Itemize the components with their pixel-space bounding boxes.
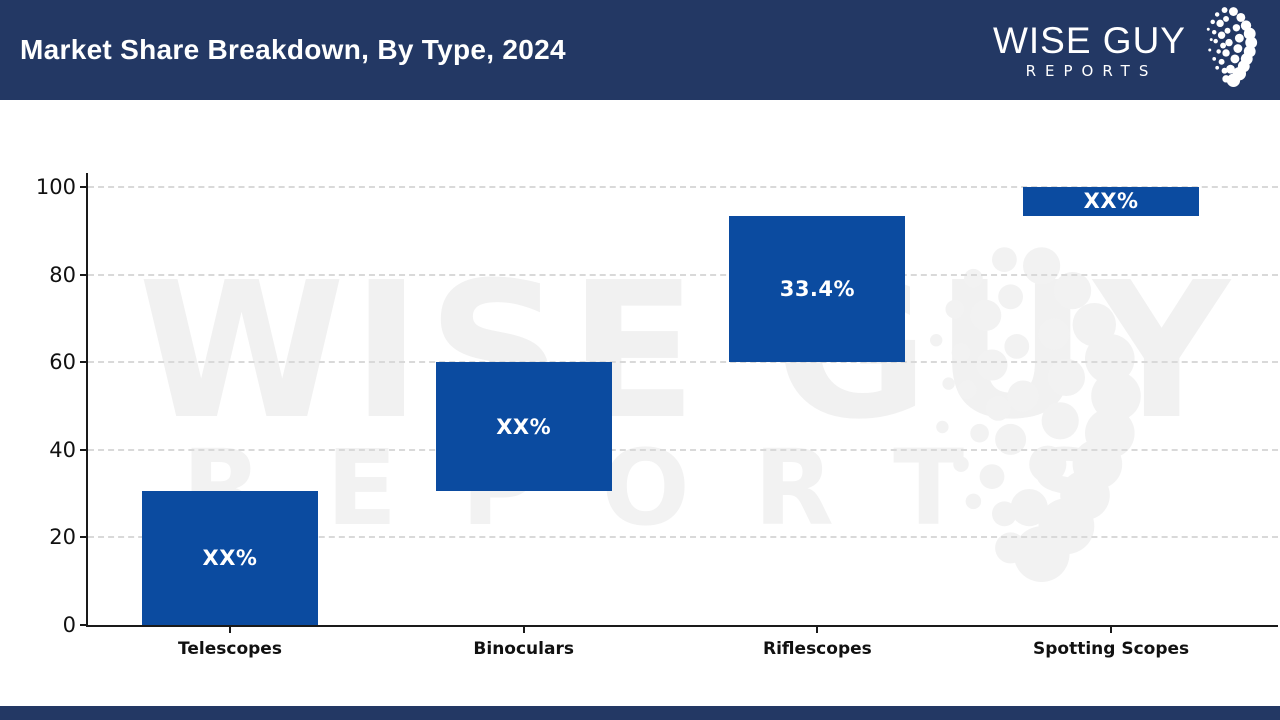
bar-value-label: XX% bbox=[1083, 189, 1139, 214]
y-tick-label: 20 bbox=[49, 525, 76, 550]
y-tick-label: 0 bbox=[62, 613, 76, 637]
gridline-40 bbox=[88, 448, 1278, 451]
y-tick-100 bbox=[80, 186, 88, 188]
y-tick-label: 40 bbox=[49, 437, 76, 462]
x-tick-1 bbox=[522, 625, 525, 633]
bar-telescopes: XX% bbox=[142, 490, 318, 625]
x-tick-3 bbox=[1110, 625, 1113, 633]
bar-spotting-scopes: XX% bbox=[1023, 187, 1200, 216]
y-tick-label: 80 bbox=[49, 262, 76, 287]
header-bar: Market Share Breakdown, By Type, 2024 WI… bbox=[0, 0, 1280, 100]
bar-value-label: XX% bbox=[202, 545, 258, 570]
brand-logo: WISE GUY REPORTS bbox=[993, 0, 1266, 100]
brand-subtitle: REPORTS bbox=[1025, 61, 1158, 80]
x-tick-2 bbox=[816, 625, 819, 633]
gridline-100 bbox=[88, 186, 1278, 188]
x-category-label: Riflescopes bbox=[763, 639, 872, 659]
bar-value-label: 33.4% bbox=[779, 277, 856, 302]
y-tick-80 bbox=[80, 273, 88, 276]
footer-bar bbox=[0, 706, 1280, 720]
x-category-label: Spotting Scopes bbox=[1033, 639, 1190, 659]
bar-binoculars: XX% bbox=[435, 362, 612, 491]
y-tick-label: 60 bbox=[49, 350, 76, 375]
x-tick-0 bbox=[229, 625, 231, 633]
gridline-80 bbox=[88, 273, 1278, 276]
x-axis-line bbox=[86, 625, 1278, 627]
y-axis-line bbox=[86, 173, 88, 627]
x-category-label: Binoculars bbox=[473, 639, 574, 659]
y-tick-40 bbox=[80, 448, 88, 451]
bar-value-label: XX% bbox=[496, 414, 552, 439]
y-tick-60 bbox=[80, 361, 88, 364]
y-tick-20 bbox=[80, 536, 88, 539]
bar-riflescopes: 33.4% bbox=[729, 215, 906, 363]
gridline-20 bbox=[88, 536, 1278, 539]
brand-text: WISE GUY REPORTS bbox=[993, 22, 1186, 79]
watermark-subtext: REPORTS bbox=[182, 427, 1168, 549]
y-tick-label: 100 bbox=[35, 175, 76, 199]
x-category-label: Telescopes bbox=[178, 639, 282, 659]
waterfall-chart: 0 20 40 60 80 100 XX% Telescopes XX% Binoculars 33… bbox=[0, 100, 1280, 706]
wiseguy-head-icon bbox=[1192, 4, 1266, 96]
y-tick-0 bbox=[80, 624, 88, 626]
brand-name: WISE GUY bbox=[992, 19, 1186, 61]
gridline-60 bbox=[88, 361, 1278, 364]
chart-title: Market Share Breakdown, By Type, 2024 bbox=[20, 34, 566, 65]
